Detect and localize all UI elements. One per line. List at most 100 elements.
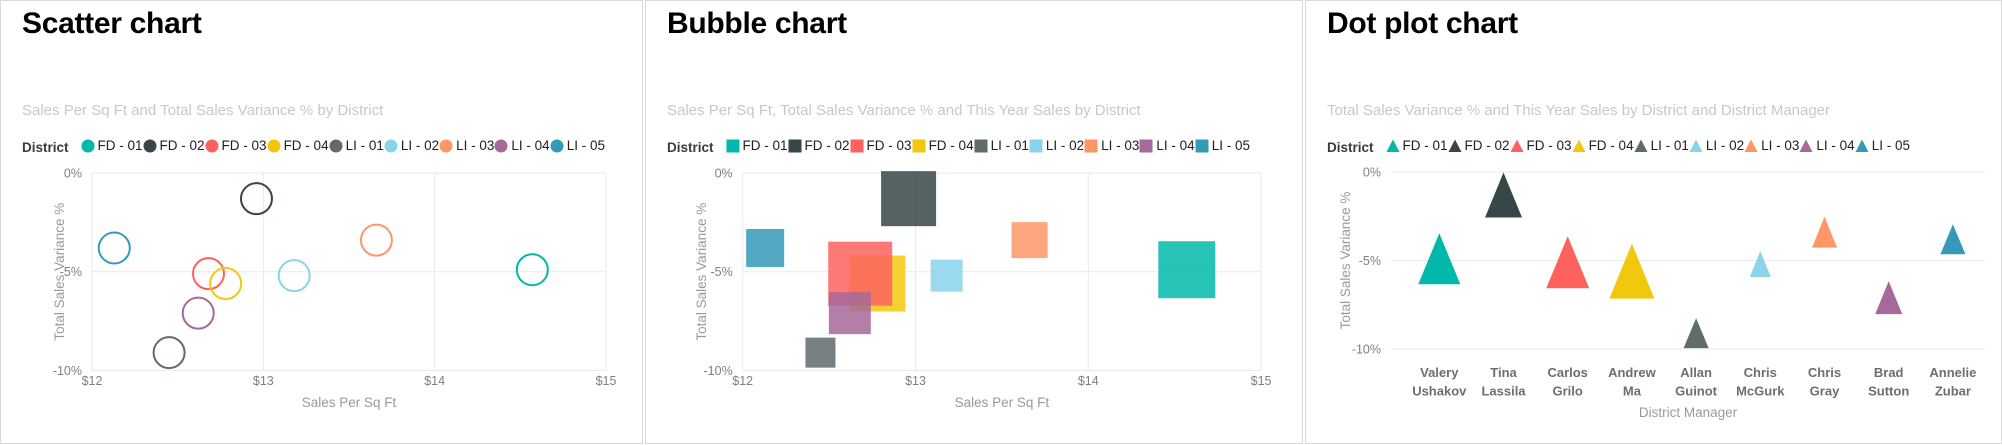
triangle-swatch-icon xyxy=(1448,139,1462,152)
data-point-LI-04[interactable] xyxy=(181,296,215,330)
x-category-label: Annelie Zubar xyxy=(1929,365,1976,399)
legend-item-label: LI - 05 xyxy=(566,138,605,153)
x-tick-label: $15 xyxy=(1251,374,1272,388)
y-tick-label: -5% xyxy=(1359,254,1381,268)
legend-item-LI-02[interactable]: LI - 02 xyxy=(384,138,439,153)
legend-item-FD-01[interactable]: FD - 01 xyxy=(1386,138,1448,153)
legend-item-LI-04[interactable]: LI - 04 xyxy=(1139,138,1195,153)
legend-item-FD-02[interactable]: FD - 02 xyxy=(143,138,205,153)
x-tick-label: $12 xyxy=(732,374,753,388)
square-swatch-icon xyxy=(912,139,926,152)
chart-card-scatter[interactable]: Scatter chart Sales Per Sq Ft and Total … xyxy=(0,0,643,444)
data-point-LI-01[interactable] xyxy=(1683,318,1709,349)
data-point-FD-04[interactable] xyxy=(1609,243,1655,299)
legend-item-FD-01[interactable]: FD - 01 xyxy=(81,138,143,153)
data-point-LI-05[interactable] xyxy=(746,229,785,268)
legend-item-label: FD - 03 xyxy=(866,138,912,153)
legend-item-label: LI - 03 xyxy=(456,138,495,153)
data-point-FD-01[interactable] xyxy=(1418,233,1461,285)
legend-item-LI-03[interactable]: LI - 03 xyxy=(439,138,494,153)
legend-item-LI-01[interactable]: LI - 01 xyxy=(974,138,1029,153)
y-axis-title: Total Sales Variance % xyxy=(1338,192,1353,330)
scatter-plot: 0% -5% -10%$12 $13 $14 $15 Sales Per Sq Ft Tota… xyxy=(52,167,617,411)
square-swatch-icon xyxy=(1195,139,1209,152)
x-category-label: Valery Ushakov xyxy=(1412,365,1467,399)
legend: District FD - 01 FD - 02 FD - 03 FD - 04 LI … xyxy=(667,138,1250,158)
data-point-FD-01[interactable] xyxy=(1158,241,1216,299)
x-tick-label: $13 xyxy=(253,374,274,388)
data-point-LI-01[interactable] xyxy=(152,336,186,370)
data-point-LI-03[interactable] xyxy=(1011,222,1048,259)
legend-title: District xyxy=(667,140,714,156)
data-point-FD-03[interactable] xyxy=(192,257,226,291)
legend-item-FD-03[interactable]: FD - 03 xyxy=(850,138,912,153)
legend-item-LI-05[interactable]: LI - 05 xyxy=(550,138,605,153)
chart-subtitle: Sales Per Sq Ft, Total Sales Variance % … xyxy=(667,102,1141,119)
data-point-FD-04[interactable] xyxy=(209,267,243,301)
legend: District FD - 01 FD - 02 FD - 03 FD - 04 LI … xyxy=(22,138,605,158)
chart-card-bubble[interactable]: Bubble chart Sales Per Sq Ft, Total Sale… xyxy=(645,0,1303,444)
data-point-FD-01[interactable] xyxy=(515,253,549,287)
legend-item-label: LI - 01 xyxy=(1650,138,1689,153)
legend-item-FD-03[interactable]: FD - 03 xyxy=(1510,138,1572,153)
data-point-LI-02[interactable] xyxy=(930,259,963,292)
circle-swatch-icon xyxy=(439,139,453,152)
legend-item-LI-03[interactable]: LI - 03 xyxy=(1744,138,1799,153)
y-tick-label: -5% xyxy=(60,265,82,279)
y-axis-title: Total Sales Variance % xyxy=(694,203,709,341)
square-swatch-icon xyxy=(1029,139,1043,152)
data-point-FD-02[interactable] xyxy=(881,171,937,227)
legend-item-LI-04[interactable]: LI - 04 xyxy=(494,138,550,153)
legend-item-label: LI - 01 xyxy=(345,138,384,153)
legend-item-FD-02[interactable]: FD - 02 xyxy=(788,138,850,153)
data-point-LI-03[interactable] xyxy=(1812,216,1837,248)
triangle-swatch-icon xyxy=(1386,139,1400,152)
x-tick-label: $14 xyxy=(1078,374,1099,388)
data-point-FD-02[interactable] xyxy=(239,182,273,216)
legend-item-FD-01[interactable]: FD - 01 xyxy=(726,138,788,153)
y-tick-label: -10% xyxy=(53,364,82,378)
legend-item-FD-04[interactable]: FD - 04 xyxy=(1572,138,1634,153)
data-point-LI-04[interactable] xyxy=(1875,281,1903,315)
legend-item-label: FD - 02 xyxy=(1464,138,1510,153)
data-point-LI-05[interactable] xyxy=(1940,224,1966,255)
data-point-LI-05[interactable] xyxy=(97,231,131,265)
legend-item-label: FD - 01 xyxy=(97,138,143,153)
data-point-FD-03[interactable] xyxy=(1546,236,1590,289)
legend-item-FD-04[interactable]: FD - 04 xyxy=(912,138,974,153)
legend-item-LI-04[interactable]: LI - 04 xyxy=(1799,138,1855,153)
legend-item-LI-05[interactable]: LI - 05 xyxy=(1855,138,1910,153)
data-point-FD-02[interactable] xyxy=(1485,172,1522,218)
data-point-LI-02[interactable] xyxy=(277,259,311,293)
legend-item-label: LI - 02 xyxy=(400,138,440,153)
data-point-LI-01[interactable] xyxy=(805,337,836,368)
circle-swatch-icon xyxy=(267,139,281,152)
legend-item-LI-02[interactable]: LI - 02 xyxy=(1029,138,1084,153)
legend-item-label: FD - 04 xyxy=(283,138,329,153)
legend-item-LI-01[interactable]: LI - 01 xyxy=(1634,138,1689,153)
circle-swatch-icon xyxy=(205,139,219,152)
legend-item-label: LI - 01 xyxy=(990,138,1029,153)
data-point-LI-04[interactable] xyxy=(828,292,871,335)
y-tick-label: 0% xyxy=(715,167,733,181)
legend-item-LI-02[interactable]: LI - 02 xyxy=(1689,138,1744,153)
legend-item-LI-03[interactable]: LI - 03 xyxy=(1084,138,1139,153)
bubble-plot: 0% -5% -10%$12 $13 $14 $15 Sales Per Sq Ft Tota… xyxy=(694,167,1272,411)
chart-card-dot-plot[interactable]: Dot plot chart Total Sales Variance % an… xyxy=(1305,0,2002,444)
legend-item-LI-01[interactable]: LI - 01 xyxy=(329,138,384,153)
square-swatch-icon xyxy=(1084,139,1098,152)
data-point-LI-03[interactable] xyxy=(359,223,393,257)
x-tick-label: $15 xyxy=(596,374,617,388)
legend-items: FD - 01 FD - 02 FD - 03 FD - 04 LI - 01 LI - … xyxy=(726,138,1250,158)
legend-item-LI-05[interactable]: LI - 05 xyxy=(1195,138,1250,153)
legend-item-FD-04[interactable]: FD - 04 xyxy=(267,138,329,153)
legend-item-FD-02[interactable]: FD - 02 xyxy=(1448,138,1510,153)
data-point-LI-02[interactable] xyxy=(1749,251,1771,278)
chart-title: Scatter chart xyxy=(22,7,202,40)
y-tick-label: 0% xyxy=(64,167,82,181)
chart-subtitle: Total Sales Variance % and This Year Sal… xyxy=(1327,102,1831,119)
legend-item-FD-03[interactable]: FD - 03 xyxy=(205,138,267,153)
triangle-swatch-icon xyxy=(1799,139,1813,152)
triangle-swatch-icon xyxy=(1689,139,1703,152)
